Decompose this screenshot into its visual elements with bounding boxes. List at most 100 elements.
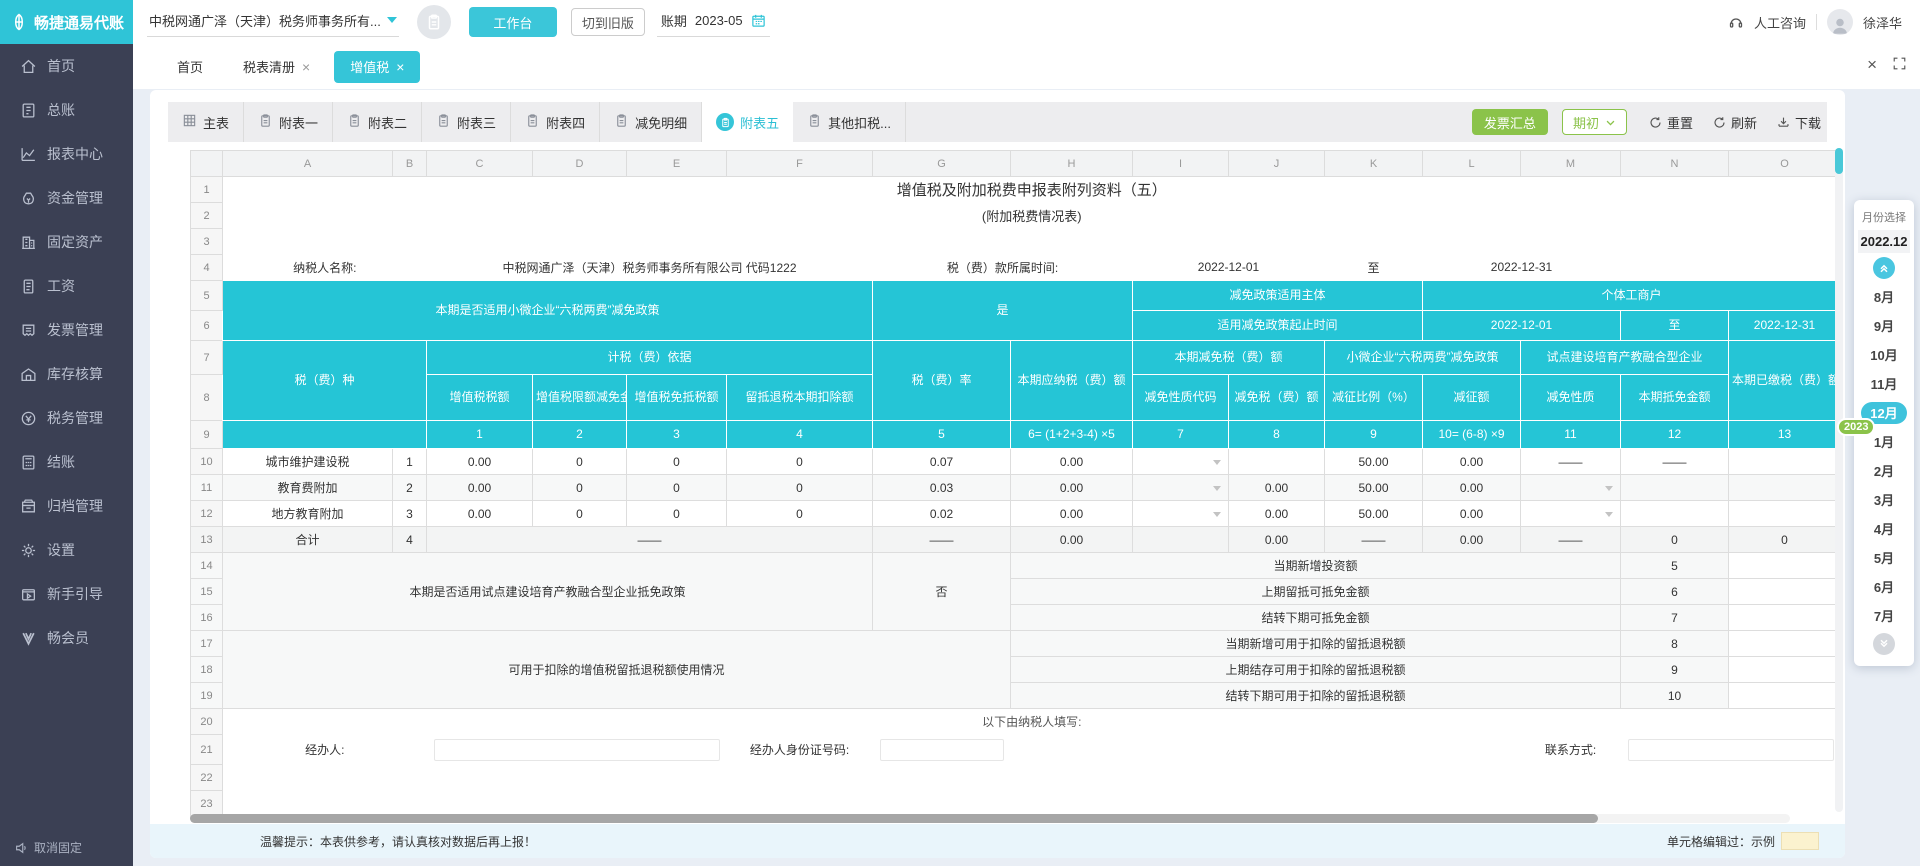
text-input[interactable]	[1627, 738, 1834, 761]
month-item-6月[interactable]: 6月	[1873, 580, 1895, 595]
sidebar-item-label: 资金管理	[47, 190, 103, 206]
sidebar-item-inventory[interactable]: 库存核算	[0, 352, 133, 396]
month-item-1月[interactable]: 1月	[1873, 435, 1895, 450]
grid-cell[interactable]	[1132, 474, 1229, 501]
refresh-button[interactable]: 刷新	[1713, 113, 1757, 132]
grid-cell[interactable]	[1728, 682, 1841, 709]
sidebar-item-home[interactable]: 首页	[0, 44, 133, 88]
sheet-tab-fb4[interactable]: 附表四	[511, 102, 601, 142]
grid-cell[interactable]	[1621, 735, 1841, 765]
company-selector[interactable]: 中税网通广泽（天津）税务师事务所有...	[147, 7, 399, 37]
current-period: 2022.12	[1858, 230, 1910, 253]
sheet-tab-other[interactable]: 其他扣税...	[793, 102, 906, 142]
sidebar-item-member[interactable]: 畅会员	[0, 616, 133, 660]
sidebar-item-guide[interactable]: 新手引导	[0, 572, 133, 616]
close-icon[interactable]: ×	[396, 58, 405, 75]
row-header: 6	[190, 310, 223, 341]
grid-cell[interactable]	[1728, 552, 1841, 579]
close-icon[interactable]: ×	[302, 58, 311, 75]
grid-cell: 5	[872, 420, 1011, 449]
vertical-scrollbar[interactable]	[1835, 148, 1843, 812]
text-input[interactable]	[433, 738, 720, 761]
sheet-tab-fb2[interactable]: 附表二	[333, 102, 423, 142]
sheet-tab-label: 附表五	[740, 115, 780, 131]
sheet-tabs: 主表 附表一 附表二 附表三 附表四 减免明细 附表五 其他扣税...	[168, 102, 906, 142]
month-item-10月[interactable]: 10月	[1870, 348, 1898, 363]
row-header: 14	[190, 552, 223, 579]
sheet-tab-fb3[interactable]: 附表三	[422, 102, 512, 142]
period-picker[interactable]: 账期 2023-05	[656, 7, 770, 37]
col-header: E	[626, 150, 727, 177]
grid-cell[interactable]	[1132, 500, 1229, 527]
sidebar-item-ledger[interactable]: 总账	[0, 88, 133, 132]
tab-taxlist[interactable]: 税表清册 ×	[227, 51, 326, 83]
sidebar-item-funds[interactable]: 资金管理	[0, 176, 133, 220]
sidebar-item-salary[interactable]: 工资	[0, 264, 133, 308]
grid-cell[interactable]	[1132, 448, 1229, 475]
chart-icon	[20, 146, 37, 163]
row-header: 15	[190, 578, 223, 605]
grid-cell[interactable]	[427, 735, 727, 765]
grid-cell[interactable]	[1728, 630, 1841, 657]
sidebar-item-closing[interactable]: 结账	[0, 440, 133, 484]
col-header: A	[222, 150, 393, 177]
tab-home[interactable]: 首页	[161, 51, 219, 83]
grid-cell: 是	[872, 280, 1133, 341]
sheet-tab-main[interactable]: 主表	[168, 102, 245, 142]
grid-cell[interactable]	[873, 735, 1011, 765]
scroll-up-icon[interactable]	[1873, 257, 1895, 279]
row-header: 16	[190, 604, 223, 631]
sidebar-item-invoice[interactable]: 发票管理	[0, 308, 133, 352]
month-item-5月[interactable]: 5月	[1873, 551, 1895, 566]
grid-cell[interactable]	[1520, 500, 1621, 527]
opening-balance-button[interactable]: 期初	[1561, 109, 1627, 135]
grid-cell[interactable]	[1728, 578, 1841, 605]
month-item-8月[interactable]: 8月	[1873, 290, 1895, 305]
switch-old-version-button[interactable]: 切到旧版	[570, 8, 645, 36]
row-header: 20	[190, 708, 223, 735]
month-item-12月[interactable]: 12月	[1854, 398, 1914, 427]
month-item-7月[interactable]: 7月	[1873, 609, 1895, 624]
sheet-tab-fb5[interactable]: 附表五	[702, 102, 794, 142]
download-button[interactable]: 下载	[1777, 113, 1821, 132]
scroll-down-icon[interactable]	[1873, 633, 1895, 655]
invoice-summary-button[interactable]: 发票汇总	[1471, 109, 1548, 135]
sheet-tab-label: 附表一	[279, 115, 319, 131]
col-header: B	[392, 150, 427, 177]
grid-cell: 适用减免政策起止时间	[1132, 310, 1423, 341]
warehouse-icon	[20, 366, 37, 383]
reset-button[interactable]: 重置	[1649, 113, 1693, 132]
sidebar-item-assets[interactable]: 固定资产	[0, 220, 133, 264]
grid-cell: 0.00	[426, 474, 533, 501]
clipboard-icon[interactable]	[416, 5, 451, 39]
horizontal-scrollbar[interactable]	[190, 814, 1790, 823]
grid-cell[interactable]	[1728, 604, 1841, 631]
avatar[interactable]	[1826, 9, 1853, 35]
fullscreen-icon[interactable]	[1893, 56, 1906, 73]
user-name[interactable]: 徐泽华	[1862, 15, 1902, 31]
grid-cell: 0.00	[1422, 474, 1521, 501]
sidebar-item-tax[interactable]: 税务管理	[0, 396, 133, 440]
sheet-tab-fb1[interactable]: 附表一	[244, 102, 334, 142]
tab-vat[interactable]: 增值税 ×	[334, 50, 421, 83]
month-item-11月[interactable]: 11月	[1870, 377, 1898, 392]
grid-cell: 0	[532, 448, 627, 475]
sidebar-item-settings[interactable]: 设置	[0, 528, 133, 572]
month-item-2月[interactable]: 2月	[1873, 464, 1895, 479]
text-input[interactable]	[879, 738, 1004, 761]
month-item-3月[interactable]: 3月	[1873, 493, 1895, 508]
sidebar-item-label: 工资	[47, 278, 75, 294]
clipboard-icon	[525, 113, 540, 131]
month-item-9月[interactable]: 9月	[1873, 319, 1895, 334]
workbench-button[interactable]: 工作台	[468, 7, 557, 37]
grid-cell[interactable]	[1520, 474, 1621, 501]
sheet-tab-jmmx[interactable]: 减免明细	[600, 102, 703, 142]
unpin-sidebar-button[interactable]: 取消固定	[14, 839, 82, 856]
grid-cell[interactable]	[1728, 656, 1841, 683]
sidebar-item-archive[interactable]: 归档管理	[0, 484, 133, 528]
sidebar-item-report[interactable]: 报表中心	[0, 132, 133, 176]
close-icon[interactable]: ×	[1867, 55, 1877, 74]
month-item-4月[interactable]: 4月	[1873, 522, 1895, 537]
grid-cell: 0	[1620, 526, 1729, 553]
support-link[interactable]: 人工咨询	[1753, 15, 1806, 31]
